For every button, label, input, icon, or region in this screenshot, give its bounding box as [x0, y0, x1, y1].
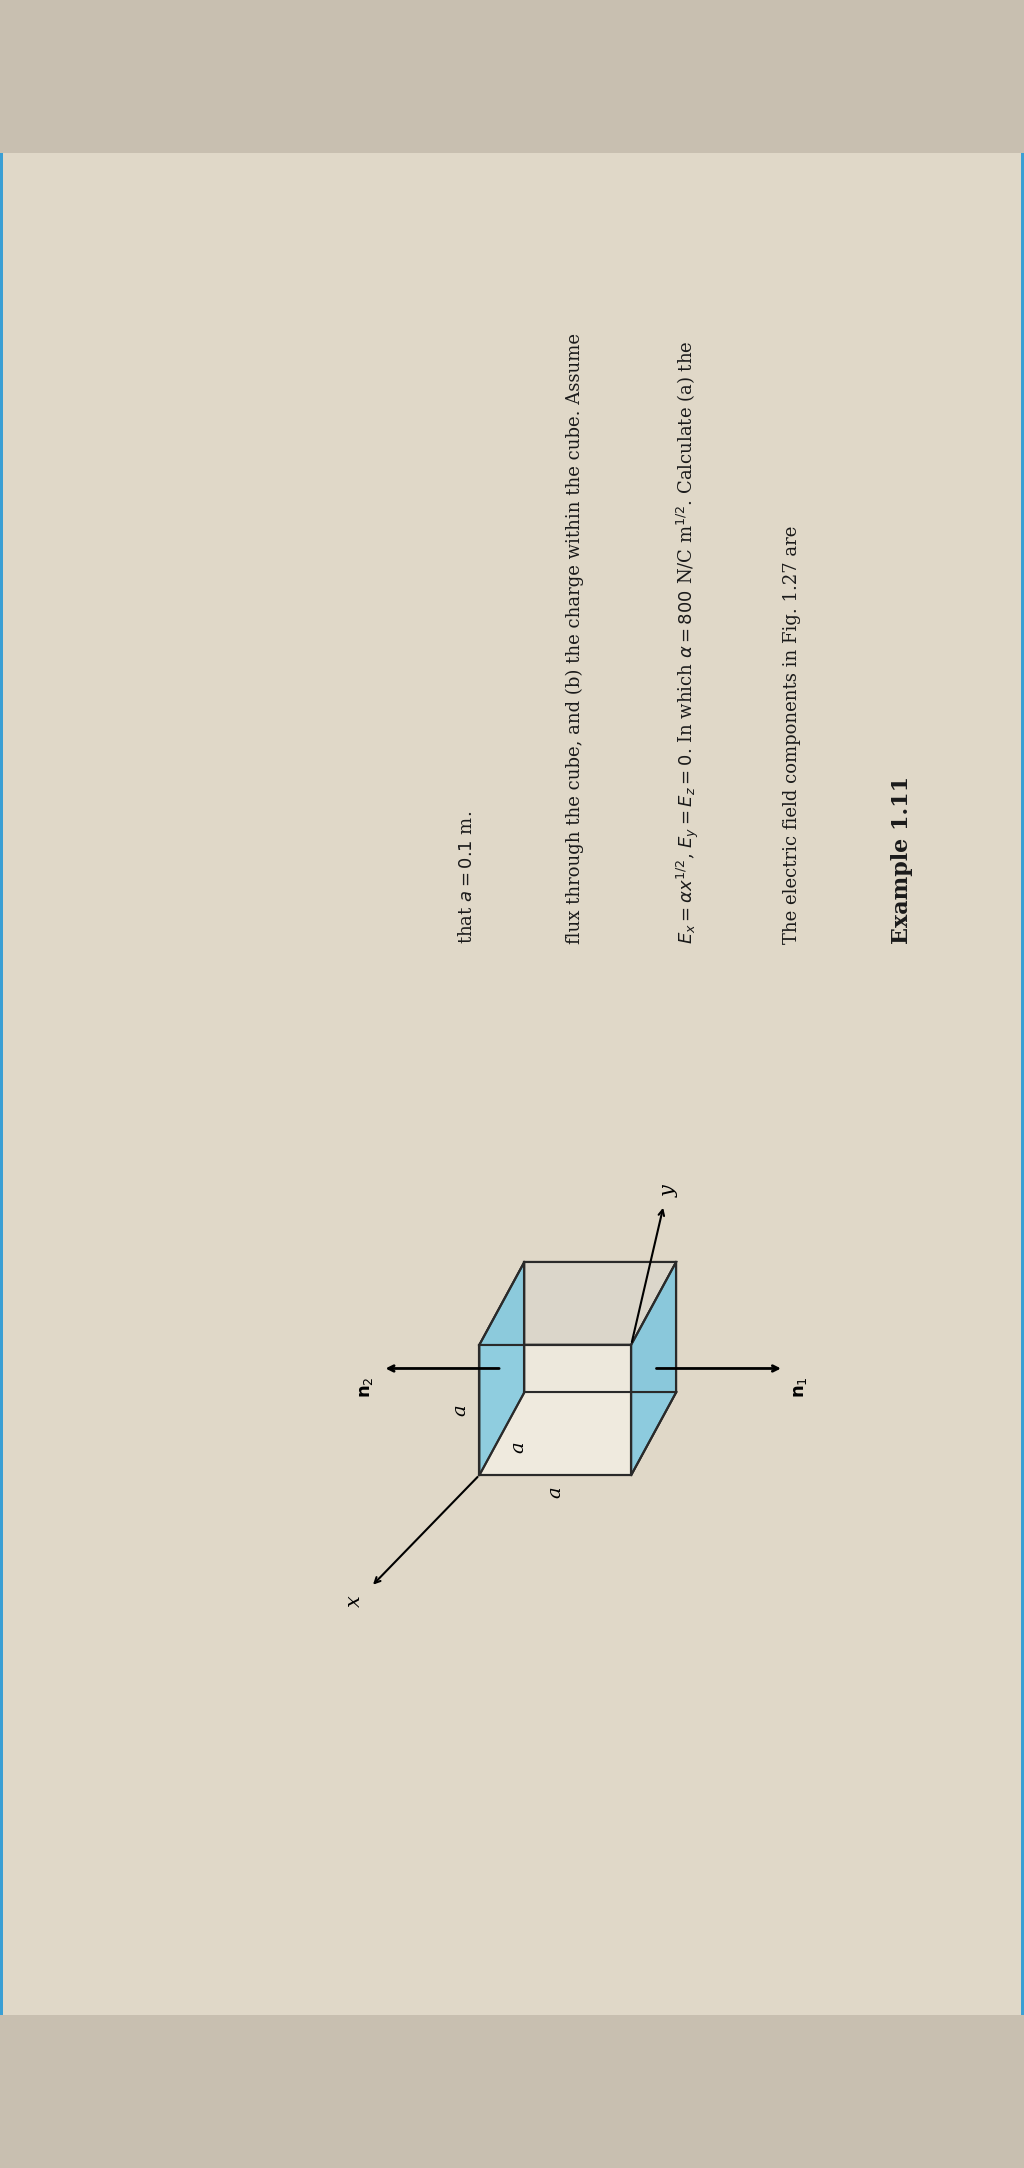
Text: $E_x = \alpha x^{1/2}$, $E_y = E_z = 0$. In which $\alpha = 800$ N/C m$^{1/2}$. : $E_x = \alpha x^{1/2}$, $E_y = E_z = 0$.…	[675, 340, 700, 945]
Text: flux through the cube, and (b) the charge within the cube. Assume: flux through the cube, and (b) the charg…	[566, 334, 585, 945]
Text: Example 1.11: Example 1.11	[892, 776, 913, 945]
Polygon shape	[1022, 154, 1024, 2014]
Polygon shape	[479, 1344, 631, 1474]
Text: a: a	[509, 1442, 527, 1453]
Polygon shape	[479, 1262, 524, 1474]
Polygon shape	[524, 1262, 676, 1392]
Text: that $a = 0.1$ m.: that $a = 0.1$ m.	[458, 811, 476, 945]
Polygon shape	[479, 1392, 676, 1474]
Text: a: a	[451, 1405, 469, 1416]
Text: The electric field components in Fig. 1.27 are: The electric field components in Fig. 1.…	[783, 527, 801, 945]
Text: $\mathbf{n}_1$: $\mathbf{n}_1$	[791, 1377, 809, 1398]
Text: x: x	[345, 1596, 365, 1606]
Text: y: y	[659, 1186, 679, 1197]
Text: $\mathbf{n}_2$: $\mathbf{n}_2$	[357, 1377, 376, 1398]
Polygon shape	[2, 154, 1022, 2014]
Polygon shape	[0, 154, 2, 2014]
Polygon shape	[479, 1262, 676, 1344]
Polygon shape	[631, 1262, 676, 1474]
Text: a: a	[547, 1485, 564, 1498]
